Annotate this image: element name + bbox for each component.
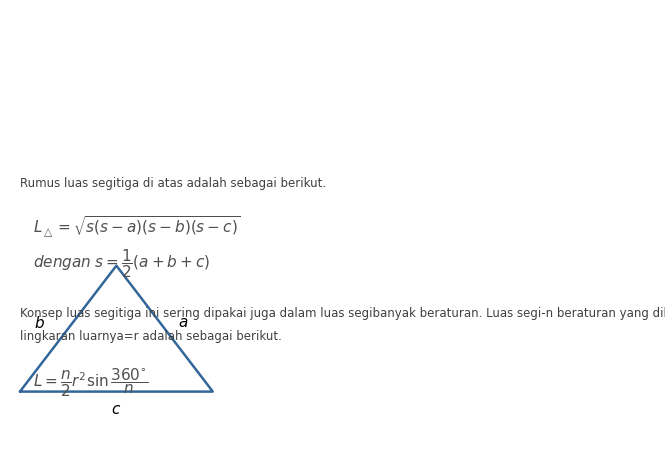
Text: $\mathit{a}$: $\mathit{a}$ [178,316,188,330]
Text: $L_{\triangle} = \sqrt{s(s-a)(s-b)(s-c)}$: $L_{\triangle} = \sqrt{s(s-a)(s-b)(s-c)}… [33,214,241,240]
Text: Rumus luas segitiga di atas adalah sebagai berikut.: Rumus luas segitiga di atas adalah sebag… [20,177,326,190]
Text: $L = \dfrac{n}{2}r^{2}\sin\dfrac{360^{\circ}}{n}$: $L = \dfrac{n}{2}r^{2}\sin\dfrac{360^{\c… [33,366,149,399]
Text: lingkaran luarnya=r adalah sebagai berikut.: lingkaran luarnya=r adalah sebagai berik… [20,330,282,343]
Text: $\mathit{b}$: $\mathit{b}$ [35,315,45,331]
Text: Konsep luas segitiga ini sering dipakai juga dalam luas segibanyak beraturan. Lu: Konsep luas segitiga ini sering dipakai … [20,307,665,320]
Text: $\mathit{c}$: $\mathit{c}$ [111,403,122,417]
Text: $\mathit{dengan}\; s = \dfrac{1}{2}(a+b+c)$: $\mathit{dengan}\; s = \dfrac{1}{2}(a+b+… [33,247,210,280]
